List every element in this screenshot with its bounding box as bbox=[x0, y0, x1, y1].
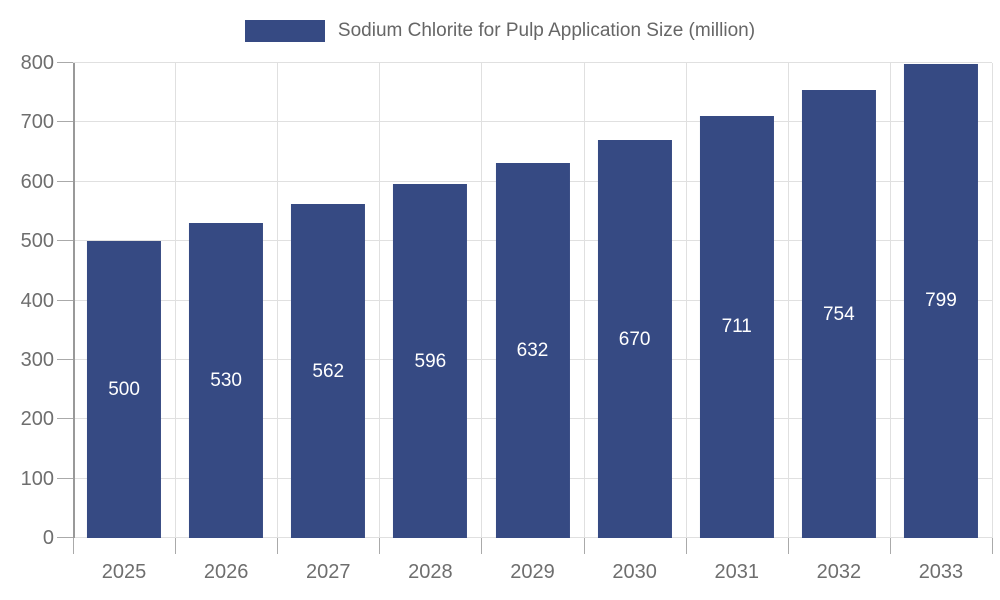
y-axis-tick bbox=[57, 62, 73, 63]
y-axis-label: 400 bbox=[20, 289, 54, 312]
x-axis-tick bbox=[277, 538, 279, 554]
gridline-horizontal bbox=[73, 62, 992, 63]
legend-item[interactable]: Sodium Chlorite for Pulp Application Siz… bbox=[244, 20, 756, 42]
gridline-vertical bbox=[379, 63, 381, 538]
legend: Sodium Chlorite for Pulp Application Siz… bbox=[0, 20, 1000, 42]
y-axis-label: 700 bbox=[20, 111, 54, 134]
gridline-vertical bbox=[685, 63, 687, 538]
gridline-vertical bbox=[889, 63, 891, 538]
x-axis-tick bbox=[787, 538, 789, 554]
y-axis-tick bbox=[57, 121, 73, 123]
y-axis-tick bbox=[57, 180, 73, 182]
y-axis-line bbox=[73, 63, 75, 538]
bar-value-label: 799 bbox=[925, 290, 957, 312]
x-axis-label: 2029 bbox=[510, 561, 555, 583]
x-axis-tick bbox=[73, 538, 74, 554]
x-axis-label: 2033 bbox=[918, 561, 964, 583]
gridline-vertical bbox=[277, 63, 279, 538]
y-axis-label: 200 bbox=[20, 408, 54, 431]
x-axis-tick bbox=[175, 538, 177, 554]
bar: 596 bbox=[393, 184, 468, 538]
bar: 670 bbox=[597, 140, 672, 538]
x-axis-tick bbox=[481, 538, 483, 554]
bar-value-label: 500 bbox=[108, 379, 140, 401]
y-axis-tick bbox=[57, 477, 73, 479]
x-axis-tick bbox=[583, 538, 585, 554]
gridline-vertical bbox=[175, 63, 177, 538]
x-axis-tick bbox=[992, 538, 993, 554]
x-axis-tick bbox=[685, 538, 687, 554]
bar: 500 bbox=[87, 241, 162, 538]
y-axis-tick bbox=[57, 299, 73, 301]
y-axis-label: 300 bbox=[20, 348, 54, 371]
x-axis-tick bbox=[889, 538, 891, 554]
bar-value-label: 754 bbox=[822, 303, 855, 325]
bar-value-label: 711 bbox=[721, 316, 752, 338]
y-axis-tick bbox=[57, 240, 73, 242]
plot-area: 0 100 200 300 400 500 600 700 800 500 2025 530 2026 5… bbox=[21, 53, 993, 582]
y-axis-label: 0 bbox=[42, 527, 54, 549]
y-axis-label: 100 bbox=[20, 467, 54, 490]
bar: 711 bbox=[699, 115, 774, 538]
x-axis-tick bbox=[379, 538, 381, 554]
bar: 754 bbox=[801, 90, 876, 538]
gridline-horizontal bbox=[73, 121, 992, 123]
y-axis-tick bbox=[57, 358, 73, 360]
bar: 562 bbox=[291, 204, 366, 538]
y-axis-label: 600 bbox=[20, 170, 54, 193]
x-axis-label: 2032 bbox=[816, 561, 862, 583]
gridline-vertical bbox=[583, 63, 585, 538]
y-axis-tick bbox=[57, 418, 73, 420]
gridline-vertical bbox=[787, 63, 789, 538]
y-axis-label: 800 bbox=[20, 52, 54, 74]
bar-value-label: 596 bbox=[414, 350, 447, 372]
x-axis-label: 2030 bbox=[612, 561, 657, 583]
y-axis-label: 500 bbox=[20, 230, 54, 253]
x-axis-label: 2026 bbox=[203, 561, 249, 583]
gridline-vertical bbox=[481, 63, 483, 538]
x-axis-label: 2025 bbox=[101, 561, 147, 583]
bar-value-label: 670 bbox=[618, 328, 651, 350]
legend-swatch-icon bbox=[244, 20, 325, 42]
bar-value-label: 632 bbox=[516, 339, 549, 361]
y-axis-tick bbox=[57, 537, 73, 538]
bar-value-label: 562 bbox=[312, 360, 345, 382]
bar: 530 bbox=[189, 223, 264, 538]
gridline-vertical bbox=[992, 63, 993, 538]
x-axis-label: 2031 bbox=[714, 561, 759, 583]
x-axis-label: 2028 bbox=[408, 561, 453, 583]
bar: 799 bbox=[903, 63, 978, 538]
bar: 632 bbox=[495, 162, 570, 538]
x-axis-label: 2027 bbox=[306, 561, 351, 583]
bar-value-label: 530 bbox=[210, 370, 242, 392]
legend-label: Sodium Chlorite for Pulp Application Siz… bbox=[337, 20, 756, 41]
